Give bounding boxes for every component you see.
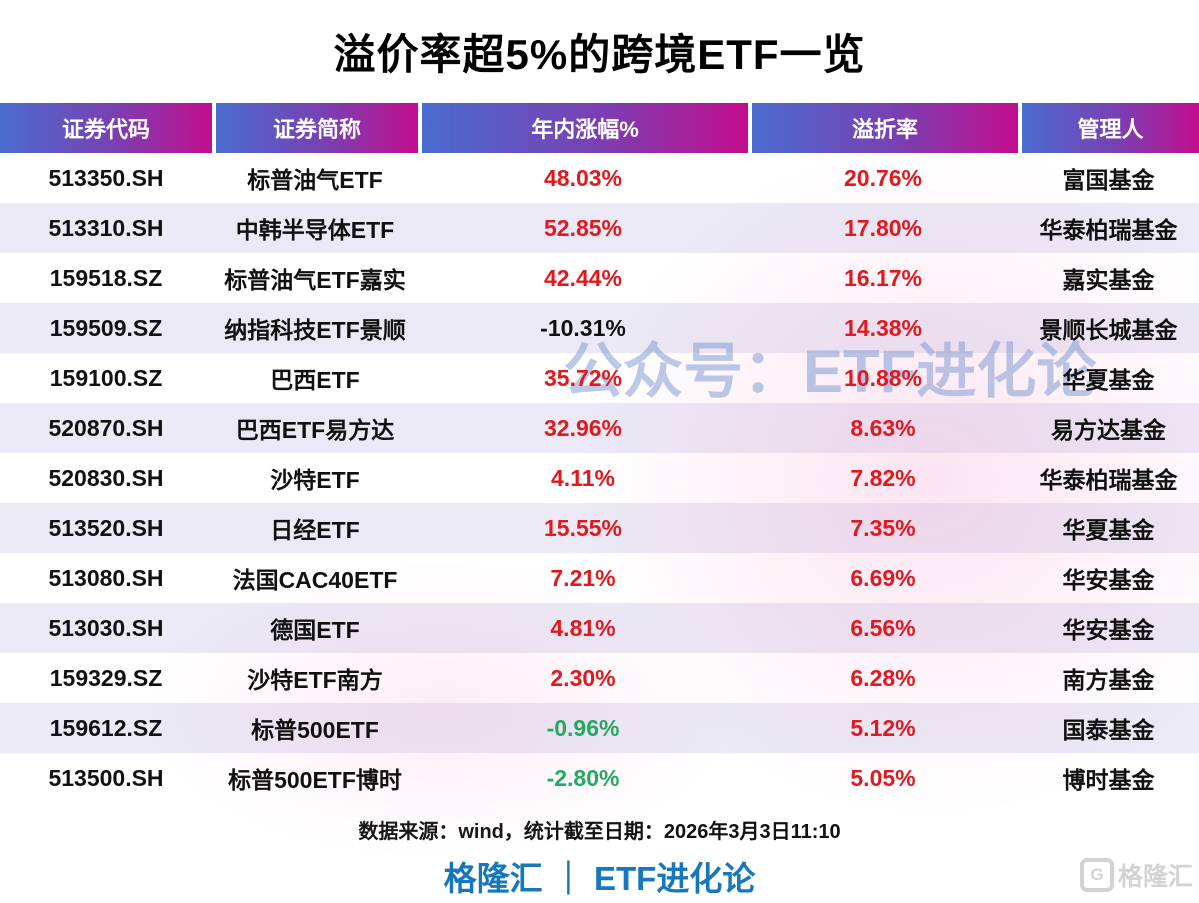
manager: 富国基金: [1062, 167, 1155, 193]
ytd-change: 32.96%: [543, 414, 622, 441]
column-header-manager: 管理人: [1022, 103, 1199, 153]
ytd-change: -2.80%: [546, 764, 620, 791]
table-row: 159100.SZ 巴西ETF 35.72% 10.88% 华夏基金: [0, 353, 1199, 403]
column-header-ytd-change: 年内涨幅%: [422, 103, 748, 153]
table-row: 513080.SH 法国CAC40ETF 7.21% 6.69% 华安基金: [0, 553, 1199, 603]
security-name: 标普500ETF博时: [228, 767, 402, 793]
security-name: 标普油气ETF嘉实: [224, 267, 406, 293]
manager: 华泰柏瑞基金: [1039, 467, 1178, 493]
security-name: 德国ETF: [270, 617, 360, 643]
security-name: 沙特ETF: [270, 467, 360, 493]
security-name: 标普油气ETF: [247, 167, 383, 193]
ytd-change: 52.85%: [543, 214, 622, 241]
manager: 华夏基金: [1062, 367, 1155, 393]
security-name: 纳指科技ETF景顺: [224, 317, 406, 343]
manager: 国泰基金: [1062, 717, 1155, 743]
manager: 景顺长城基金: [1039, 317, 1178, 343]
premium-rate: 10.88%: [843, 364, 922, 391]
security-code: 159518.SZ: [49, 264, 163, 291]
security-code: 513520.SH: [48, 514, 164, 541]
table-row: 513030.SH 德国ETF 4.81% 6.56% 华安基金: [0, 603, 1199, 653]
column-header-security-name: 证券简称: [216, 103, 418, 153]
column-header-premium-rate: 溢折率: [752, 103, 1018, 153]
corner-logo: G 格隆汇: [1079, 857, 1193, 893]
premium-rate: 6.69%: [850, 564, 916, 591]
security-code: 513030.SH: [48, 614, 164, 641]
security-code: 513310.SH: [48, 214, 164, 241]
manager: 华安基金: [1062, 617, 1155, 643]
ytd-change: -0.96%: [546, 714, 620, 741]
data-source-note: 数据来源：wind，统计截至日期：2026年3月3日11:10: [358, 821, 841, 843]
premium-rate: 6.28%: [850, 664, 916, 691]
manager: 博时基金: [1062, 767, 1155, 793]
table-header-row: 证券代码 证券简称 年内涨幅% 溢折率 管理人: [0, 103, 1199, 153]
security-name: 中韩半导体ETF: [235, 217, 395, 243]
premium-rate: 7.35%: [850, 514, 916, 541]
ytd-change: 4.81%: [550, 614, 616, 641]
ytd-change: 48.03%: [543, 164, 622, 191]
premium-rate: 16.17%: [843, 264, 922, 291]
security-code: 159509.SZ: [49, 314, 163, 341]
page-title: 溢价率超5%的跨境ETF一览: [333, 31, 866, 78]
ytd-change: -10.31%: [540, 314, 626, 341]
security-code: 520870.SH: [48, 414, 164, 441]
etf-table-body: 513350.SH 标普油气ETF 48.03% 20.76% 富国基金 513…: [0, 153, 1199, 803]
brand-line: 格隆汇 ｜ ETF进化论: [443, 860, 756, 897]
security-code: 159329.SZ: [49, 664, 163, 691]
ytd-change: 42.44%: [543, 264, 622, 291]
security-name: 巴西ETF易方达: [235, 417, 395, 443]
security-code: 159100.SZ: [49, 364, 163, 391]
premium-rate: 14.38%: [843, 314, 922, 341]
ytd-change: 15.55%: [543, 514, 622, 541]
premium-rate: 7.82%: [850, 464, 916, 491]
ytd-change: 7.21%: [550, 564, 616, 591]
manager: 易方达基金: [1051, 417, 1166, 443]
column-header-security-code: 证券代码: [0, 103, 212, 153]
security-name: 标普500ETF: [251, 717, 379, 743]
premium-rate: 20.76%: [843, 164, 922, 191]
security-name: 日经ETF: [270, 517, 360, 543]
ytd-change: 35.72%: [543, 364, 622, 391]
table-row: 520870.SH 巴西ETF易方达 32.96% 8.63% 易方达基金: [0, 403, 1199, 453]
premium-rate: 8.63%: [850, 414, 916, 441]
table-row: 159509.SZ 纳指科技ETF景顺 -10.31% 14.38% 景顺长城基…: [0, 303, 1199, 353]
premium-rate: 5.05%: [850, 764, 916, 791]
manager: 南方基金: [1062, 667, 1155, 693]
premium-rate: 6.56%: [850, 614, 916, 641]
gelonghui-logo-icon: G: [1079, 858, 1114, 892]
security-code: 159612.SZ: [49, 714, 163, 741]
ytd-change: 4.11%: [551, 464, 615, 491]
security-name: 沙特ETF南方: [247, 667, 383, 693]
page-title-wrap: 溢价率超5%的跨境ETF一览: [0, 0, 1199, 103]
table-row: 513310.SH 中韩半导体ETF 52.85% 17.80% 华泰柏瑞基金: [0, 203, 1199, 253]
manager: 华夏基金: [1062, 517, 1155, 543]
manager: 嘉实基金: [1062, 267, 1155, 293]
table-row: 513350.SH 标普油气ETF 48.03% 20.76% 富国基金: [0, 153, 1199, 203]
manager: 华安基金: [1062, 567, 1155, 593]
security-code: 513080.SH: [48, 564, 164, 591]
security-name: 巴西ETF: [270, 367, 360, 393]
security-name: 法国CAC40ETF: [232, 567, 398, 593]
premium-rate: 17.80%: [843, 214, 922, 241]
corner-logo-text: 格隆汇: [1117, 863, 1193, 891]
table-row: 520830.SH 沙特ETF 4.11% 7.82% 华泰柏瑞基金: [0, 453, 1199, 503]
table-row: 159329.SZ 沙特ETF南方 2.30% 6.28% 南方基金: [0, 653, 1199, 703]
manager: 华泰柏瑞基金: [1039, 217, 1178, 243]
security-code: 520830.SH: [48, 464, 164, 491]
table-row: 513520.SH 日经ETF 15.55% 7.35% 华夏基金: [0, 503, 1199, 553]
table-row: 159518.SZ 标普油气ETF嘉实 42.44% 16.17% 嘉实基金: [0, 253, 1199, 303]
table-row: 513500.SH 标普500ETF博时 -2.80% 5.05% 博时基金: [0, 753, 1199, 803]
security-code: 513350.SH: [48, 164, 164, 191]
security-code: 513500.SH: [48, 764, 164, 791]
ytd-change: 2.30%: [550, 664, 616, 691]
premium-rate: 5.12%: [850, 714, 916, 741]
table-row: 159612.SZ 标普500ETF -0.96% 5.12% 国泰基金: [0, 703, 1199, 753]
